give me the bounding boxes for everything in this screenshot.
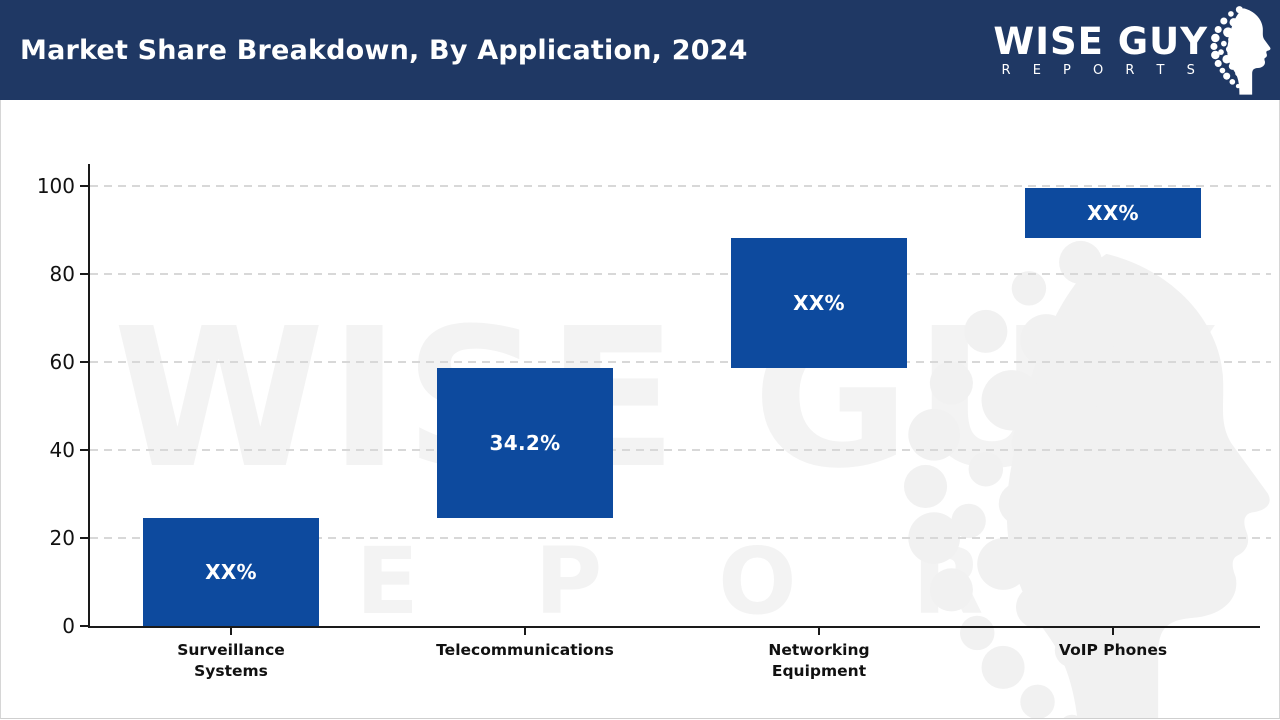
y-tick-mark <box>80 449 88 451</box>
x-category-label: Networking Equipment <box>768 641 870 680</box>
x-category-label: Telecommunications <box>436 641 614 659</box>
bar-value-label: XX% <box>793 291 845 316</box>
y-tick-label: 40 <box>49 438 75 462</box>
y-tick-label: 100 <box>36 174 75 198</box>
logo-wordmark: WISE GUY <box>993 19 1208 63</box>
bar-networking-equipment: XX% <box>731 238 907 368</box>
gridline <box>90 449 1271 451</box>
gridline <box>90 537 1271 539</box>
logo-subtitle: R E P O R T S <box>1001 62 1204 78</box>
y-tick-label: 20 <box>49 526 75 550</box>
x-category-label: VoIP Phones <box>1058 641 1168 659</box>
x-tick-mark <box>524 628 526 635</box>
bar-surveillance-systems: XX% <box>143 518 319 626</box>
x-tick-mark <box>230 628 232 635</box>
wiseguy-logo: WISE GUY R E P O R T S <box>993 4 1280 96</box>
bar-value-label: XX% <box>1087 201 1139 226</box>
y-tick-label: 0 <box>62 614 75 638</box>
chart-area: WISE GUY R E P O R T S 0 20 40 60 80 100 XX% Su… <box>0 100 1280 719</box>
bar-value-label: 34.2% <box>489 430 561 455</box>
y-axis-line <box>88 164 90 628</box>
y-tick-mark <box>80 625 88 627</box>
header-bar: Market Share Breakdown, By Application, … <box>0 0 1280 100</box>
y-tick-label: 80 <box>49 262 75 286</box>
x-axis-line <box>88 626 1260 628</box>
y-tick-mark <box>80 361 88 363</box>
bar-value-label: XX% <box>205 560 257 585</box>
bar-telecommunications: 34.2% <box>437 367 613 519</box>
y-tick-mark <box>80 185 88 187</box>
wiseguy-head-icon <box>1210 6 1271 95</box>
page-title: Market Share Breakdown, By Application, … <box>20 34 748 66</box>
bar-voip-phones: XX% <box>1025 187 1201 239</box>
y-tick-mark <box>80 537 88 539</box>
gridline <box>90 273 1271 275</box>
y-tick-mark <box>80 273 88 275</box>
gridline <box>90 185 1271 187</box>
x-tick-mark <box>1112 628 1114 635</box>
logo-text: WISE GUY R E P O R T S <box>993 23 1208 78</box>
x-tick-mark <box>818 628 820 635</box>
gridline <box>90 361 1271 363</box>
x-category-label: Surveillance Systems <box>177 641 285 680</box>
y-tick-label: 60 <box>49 350 75 374</box>
